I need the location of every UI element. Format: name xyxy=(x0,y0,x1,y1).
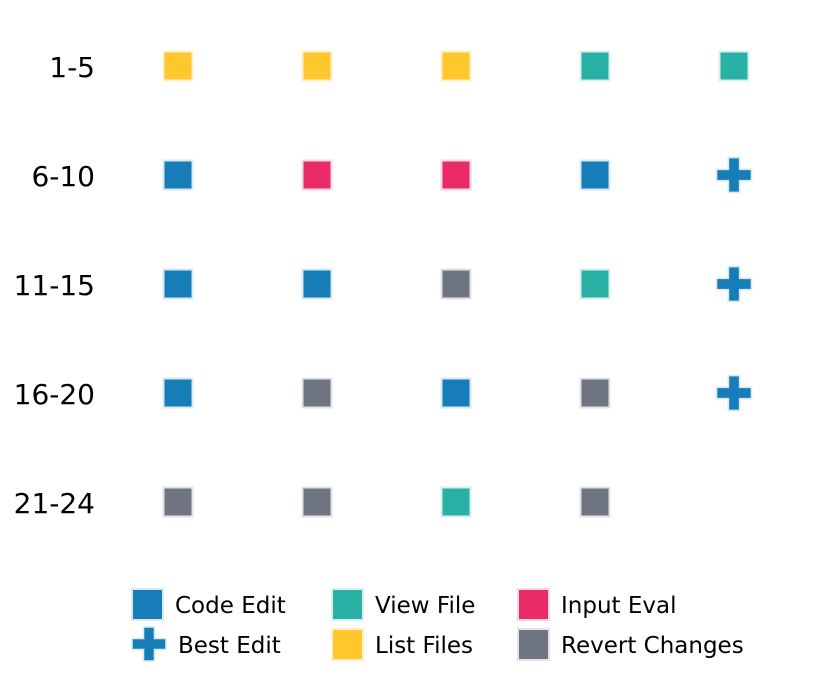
grid-marker-view xyxy=(579,50,611,86)
legend-label: View File xyxy=(375,592,476,619)
grid-marker-code xyxy=(162,377,194,413)
legend-item-best: Best Edit xyxy=(131,626,281,666)
grid-marker-code xyxy=(162,159,194,195)
legend-item-revert: Revert Changes xyxy=(517,626,744,666)
grid-marker-view xyxy=(718,50,750,86)
legend-item-input: Input Eval xyxy=(517,586,677,626)
legend-swatch-revert-square-icon xyxy=(517,627,550,665)
grid-marker-revert xyxy=(579,377,611,413)
grid-marker-revert xyxy=(301,486,333,522)
grid-marker-input xyxy=(440,159,472,195)
grid-marker-code xyxy=(301,268,333,304)
y-tick-label: 11-15 xyxy=(13,269,95,302)
legend-swatch-input-square-icon xyxy=(517,587,550,625)
grid-marker-list xyxy=(162,50,194,86)
legend-item-list: List Files xyxy=(331,626,473,666)
grid-marker-list xyxy=(301,50,333,86)
y-tick-label: 21-24 xyxy=(13,487,95,520)
legend-swatch-list-square-icon xyxy=(331,627,364,665)
grid-marker-code xyxy=(162,268,194,304)
legend-swatch-best-plus-icon xyxy=(131,626,167,666)
legend-label: List Files xyxy=(375,632,473,659)
grid-marker-revert xyxy=(301,377,333,413)
grid-marker-best xyxy=(715,156,753,198)
legend-label: Code Edit xyxy=(175,592,286,619)
legend-label: Input Eval xyxy=(561,592,677,619)
legend-item-code: Code Edit xyxy=(131,586,286,626)
y-tick-label: 16-20 xyxy=(13,378,95,411)
legend-swatch-code-square-icon xyxy=(131,587,164,625)
grid-marker-revert xyxy=(162,486,194,522)
legend-swatch-view-square-icon xyxy=(331,587,364,625)
grid-marker-view xyxy=(579,268,611,304)
grid-marker-list xyxy=(440,50,472,86)
y-tick-label: 1-5 xyxy=(49,51,95,84)
grid-marker-best xyxy=(715,374,753,416)
grid-marker-view xyxy=(440,486,472,522)
legend-label: Best Edit xyxy=(178,632,281,659)
grid-marker-revert xyxy=(440,268,472,304)
grid-marker-best xyxy=(715,265,753,307)
grid-marker-revert xyxy=(579,486,611,522)
legend-item-view: View File xyxy=(331,586,475,626)
grid-marker-code xyxy=(579,159,611,195)
y-tick-label: 6-10 xyxy=(31,160,95,193)
grid-marker-input xyxy=(301,159,333,195)
legend-label: Revert Changes xyxy=(561,632,744,659)
grid-marker-code xyxy=(440,377,472,413)
